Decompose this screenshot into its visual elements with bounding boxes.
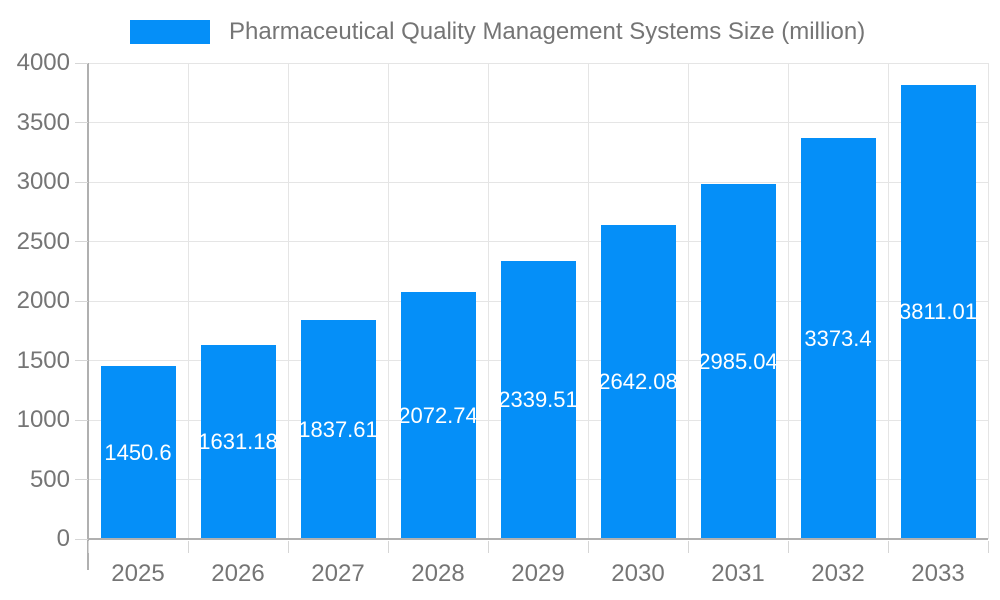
- bar-value-label: 3373.4: [804, 325, 872, 351]
- x-axis-tick: [687, 541, 689, 553]
- y-axis-tick: [75, 300, 88, 302]
- gridline-vertical: [887, 63, 889, 539]
- bar-2030[interactable]: 2642.08: [600, 225, 676, 539]
- y-axis-label: 1500: [16, 346, 70, 374]
- y-axis-line: [87, 63, 89, 570]
- gridline-vertical: [187, 63, 189, 539]
- bar-2029[interactable]: 2339.51: [500, 261, 576, 539]
- x-axis-line: [88, 538, 988, 540]
- bar-value-label: 3811.01: [900, 299, 976, 324]
- x-axis-label-2029: 2029: [511, 560, 565, 587]
- gridline-vertical: [587, 63, 589, 539]
- bar-value-label: 2339.51: [500, 387, 576, 412]
- x-axis-tick: [287, 541, 289, 553]
- gridline-horizontal: [88, 62, 988, 64]
- bar-value-label: 1631.18: [200, 429, 276, 454]
- y-axis-tick: [75, 479, 88, 480]
- bar-2031[interactable]: 2985.04: [700, 184, 776, 539]
- y-axis-label: 1000: [16, 406, 70, 433]
- x-axis-tick: [987, 541, 989, 553]
- y-axis-tick: [75, 181, 88, 183]
- bar-2026[interactable]: 1631.18: [200, 345, 276, 539]
- bar-value-label: 2985.04: [700, 348, 776, 374]
- x-axis-label-2031: 2031: [711, 560, 765, 587]
- x-axis-tick: [887, 541, 889, 553]
- legend-swatch[interactable]: [130, 20, 210, 44]
- bar-value-label: 1837.61: [300, 416, 376, 442]
- y-axis-label: 2000: [16, 287, 70, 314]
- gridline-horizontal: [88, 181, 988, 183]
- y-axis-label: 4000: [16, 49, 70, 76]
- bar-2027[interactable]: 1837.61: [300, 320, 376, 539]
- x-axis-tick: [187, 541, 189, 553]
- bar-2028[interactable]: 2072.74: [400, 292, 476, 539]
- x-axis-label-2032: 2032: [811, 560, 865, 587]
- x-axis-label-2033: 2033: [911, 560, 965, 587]
- x-axis-tick: [487, 541, 489, 553]
- bar-value-label: 2072.74: [400, 402, 476, 428]
- y-axis-tick: [75, 538, 88, 540]
- plot-area: 1450.6 1631.18 1837.61 2072.74 2339.51 2642.0…: [88, 62, 989, 540]
- gridline-vertical: [787, 63, 789, 539]
- chart-title: Pharmaceutical Quality Management System…: [229, 18, 866, 45]
- gridline-vertical: [687, 63, 689, 539]
- x-axis-tick: [387, 541, 389, 553]
- x-axis-tick: [787, 541, 789, 553]
- gridline-vertical: [287, 63, 289, 539]
- x-axis-label-2025: 2025: [111, 560, 165, 587]
- x-axis-label-2027: 2027: [311, 560, 365, 587]
- x-axis-label-2026: 2026: [211, 560, 265, 587]
- y-axis-label: 3500: [16, 108, 70, 136]
- bar-2025[interactable]: 1450.6: [100, 366, 176, 539]
- y-axis-tick: [75, 122, 88, 123]
- y-axis-tick: [75, 419, 88, 421]
- y-axis-tick: [75, 62, 88, 64]
- y-axis-tick: [75, 360, 88, 361]
- x-axis-tick: [87, 541, 89, 553]
- x-axis-label-2030: 2030: [611, 560, 665, 587]
- legend: Pharmaceutical Quality Management System…: [130, 18, 865, 46]
- y-axis-tick: [75, 241, 88, 242]
- bar-2032[interactable]: 3373.4: [800, 138, 876, 539]
- x-axis-tick: [587, 541, 589, 553]
- gridline-vertical: [987, 63, 989, 539]
- gridline-horizontal: [88, 122, 988, 123]
- x-axis-label-2028: 2028: [411, 560, 465, 587]
- bar-2033[interactable]: 3811.01: [900, 85, 976, 539]
- y-axis-label: 2500: [16, 227, 70, 255]
- y-axis-label: 500: [29, 465, 70, 493]
- bar-value-label: 2642.08: [600, 369, 676, 394]
- gridline-vertical: [487, 63, 489, 539]
- y-axis-label: 3000: [16, 168, 70, 195]
- gridline-horizontal: [88, 241, 988, 242]
- y-axis-label: 0: [56, 525, 70, 552]
- gridline-vertical: [387, 63, 389, 539]
- bar-value-label: 1450.6: [104, 439, 172, 465]
